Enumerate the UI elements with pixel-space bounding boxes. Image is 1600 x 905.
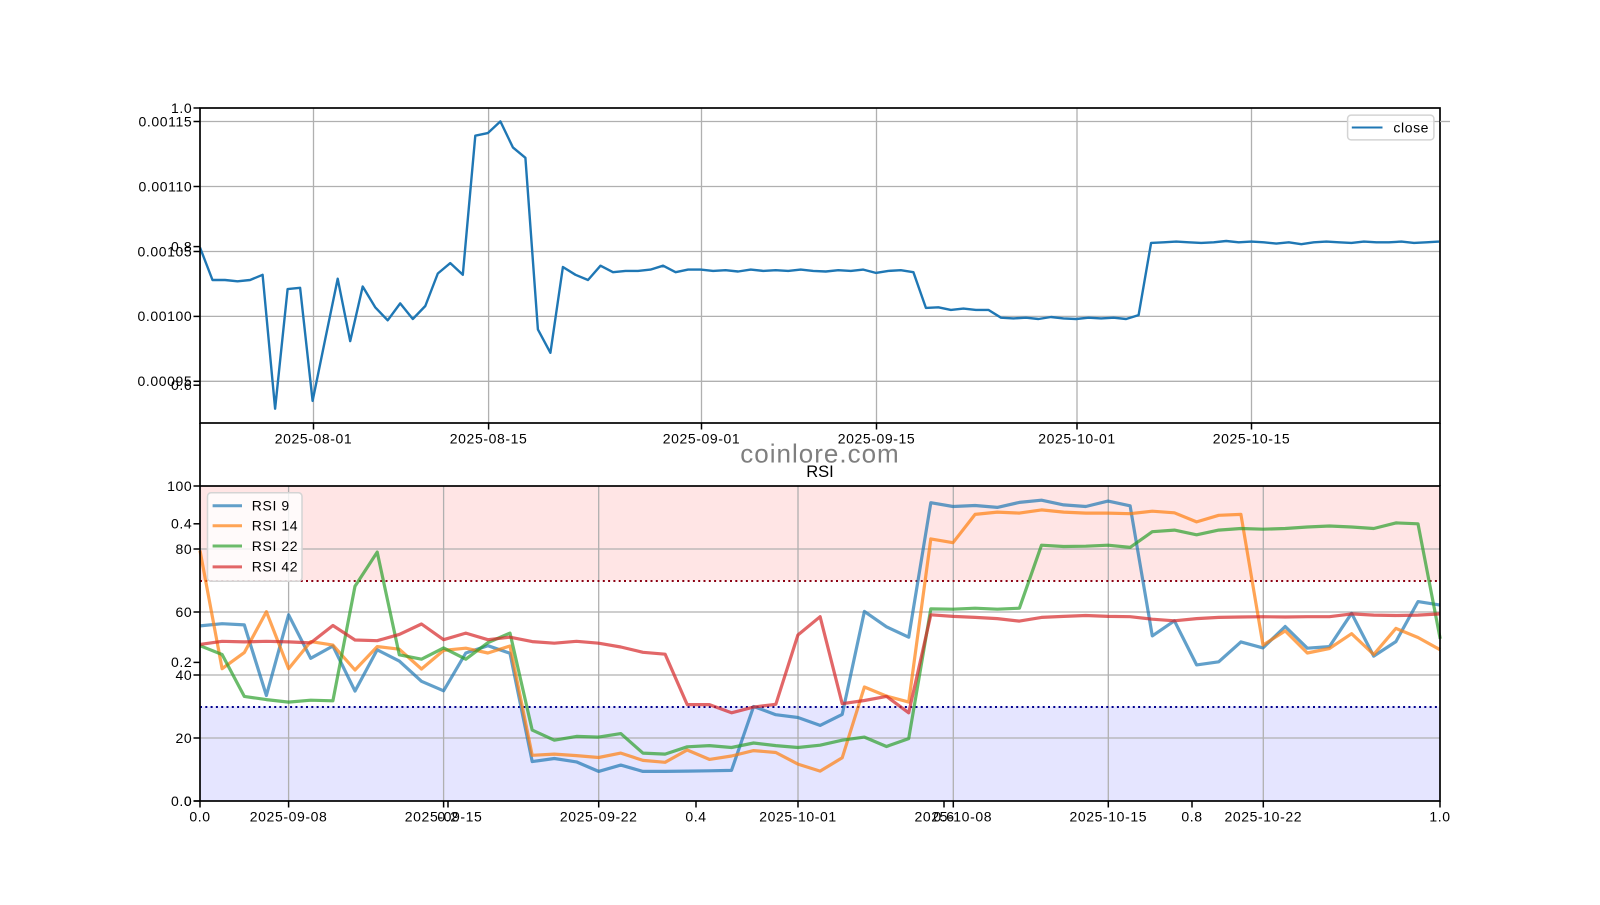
svg-text:2025-10-08: 2025-10-08 (914, 808, 992, 824)
svg-text:RSI 22: RSI 22 (252, 538, 298, 554)
svg-text:0.2: 0.2 (171, 654, 192, 670)
svg-text:0: 0 (184, 793, 192, 809)
svg-text:2025-10-15: 2025-10-15 (1069, 808, 1147, 824)
svg-text:2025-09-22: 2025-09-22 (560, 808, 638, 824)
svg-text:2025-09-15: 2025-09-15 (405, 808, 483, 824)
svg-text:coinlore.com: coinlore.com (740, 439, 899, 469)
svg-text:0.00105: 0.00105 (137, 243, 192, 259)
svg-text:80: 80 (176, 541, 193, 557)
svg-text:20: 20 (176, 730, 193, 746)
svg-text:0.00100: 0.00100 (137, 308, 192, 324)
svg-text:RSI 9: RSI 9 (252, 498, 290, 514)
svg-text:2025-09-15: 2025-09-15 (838, 430, 916, 446)
svg-text:0.0: 0.0 (171, 793, 192, 809)
svg-text:1.0: 1.0 (171, 100, 192, 116)
svg-text:0.0: 0.0 (189, 808, 210, 824)
svg-text:2025-09-01: 2025-09-01 (663, 430, 741, 446)
svg-text:RSI 42: RSI 42 (252, 559, 298, 575)
svg-text:40: 40 (176, 667, 193, 683)
svg-text:2025-10-01: 2025-10-01 (759, 808, 837, 824)
svg-text:0.6: 0.6 (933, 808, 954, 824)
svg-text:2025-10-01: 2025-10-01 (1038, 430, 1116, 446)
svg-text:2025-10-15: 2025-10-15 (1213, 430, 1291, 446)
svg-text:close: close (1393, 119, 1429, 135)
svg-text:0.4: 0.4 (685, 808, 706, 824)
svg-text:RSI 14: RSI 14 (252, 518, 298, 534)
svg-text:2025-08-01: 2025-08-01 (275, 430, 353, 446)
svg-text:2025-10-22: 2025-10-22 (1224, 808, 1302, 824)
svg-text:0.4: 0.4 (171, 516, 192, 532)
svg-text:1.0: 1.0 (1429, 808, 1450, 824)
svg-text:0.00115: 0.00115 (139, 113, 193, 129)
svg-text:0.00095: 0.00095 (137, 373, 192, 389)
svg-text:RSI: RSI (806, 463, 834, 481)
svg-text:0.00110: 0.00110 (139, 178, 193, 194)
svg-text:2025-09-08: 2025-09-08 (250, 808, 328, 824)
svg-text:0.2: 0.2 (437, 808, 458, 824)
svg-text:60: 60 (176, 604, 193, 620)
svg-text:100: 100 (167, 478, 192, 494)
svg-text:0.6: 0.6 (171, 377, 192, 393)
svg-text:2025-08-15: 2025-08-15 (450, 430, 528, 446)
svg-text:0.8: 0.8 (171, 238, 192, 254)
svg-text:0.8: 0.8 (1181, 808, 1202, 824)
